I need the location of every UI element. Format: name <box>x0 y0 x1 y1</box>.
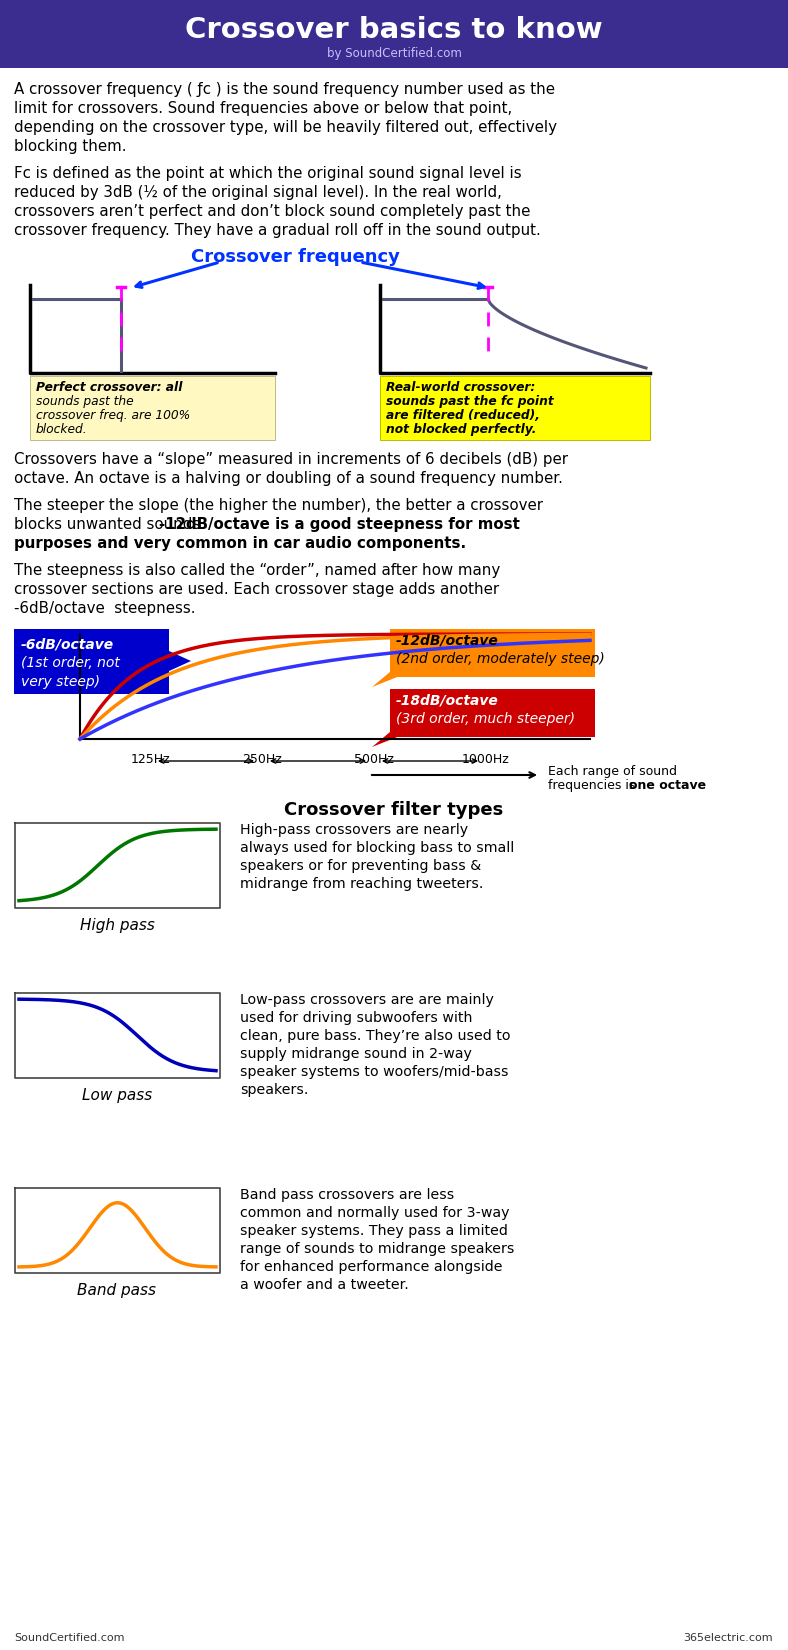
Bar <box>380 376 650 441</box>
Text: depending on the crossover type, will be heavily filtered out, effectively: depending on the crossover type, will be… <box>14 120 557 135</box>
Bar <box>390 629 595 676</box>
Text: a woofer and a tweeter.: a woofer and a tweeter. <box>240 1279 409 1292</box>
Text: (1st order, not: (1st order, not <box>21 657 120 670</box>
Text: limit for crossovers. Sound frequencies above or below that point,: limit for crossovers. Sound frequencies … <box>14 101 512 116</box>
Text: common and normally used for 3-way: common and normally used for 3-way <box>240 1206 510 1219</box>
Text: High pass: High pass <box>80 917 154 932</box>
Text: crossover sections are used. Each crossover stage adds another: crossover sections are used. Each crosso… <box>14 582 499 597</box>
Text: frequencies is: frequencies is <box>548 779 639 792</box>
Text: 500Hz: 500Hz <box>354 752 394 766</box>
Text: clean, pure bass. They’re also used to: clean, pure bass. They’re also used to <box>240 1030 511 1043</box>
Bar <box>14 629 169 695</box>
Text: Band pass: Band pass <box>77 1284 157 1299</box>
Text: octave. An octave is a halving or doubling of a sound frequency number.: octave. An octave is a halving or doubli… <box>14 470 563 487</box>
Text: (3rd order, much steeper): (3rd order, much steeper) <box>396 713 575 726</box>
Text: speakers or for preventing bass &: speakers or for preventing bass & <box>240 860 481 873</box>
Text: Crossover basics to know: Crossover basics to know <box>185 16 603 45</box>
Text: 125Hz: 125Hz <box>130 752 169 766</box>
Text: Crossover frequency: Crossover frequency <box>191 248 400 266</box>
Text: crossover frequency. They have a gradual roll off in the sound output.: crossover frequency. They have a gradual… <box>14 223 541 238</box>
Text: speaker systems to woofers/mid-bass: speaker systems to woofers/mid-bass <box>240 1064 508 1079</box>
Text: SoundCertified.com: SoundCertified.com <box>14 1634 125 1643</box>
Text: blocks unwanted sounds.: blocks unwanted sounds. <box>14 516 210 531</box>
Text: blocking them.: blocking them. <box>14 139 127 153</box>
Text: 250Hz: 250Hz <box>242 752 282 766</box>
Polygon shape <box>169 652 191 672</box>
Bar <box>0 0 788 68</box>
Text: Low-pass crossovers are are mainly: Low-pass crossovers are are mainly <box>240 993 494 1006</box>
Text: Low pass: Low pass <box>82 1087 152 1102</box>
Text: range of sounds to midrange speakers: range of sounds to midrange speakers <box>240 1242 515 1256</box>
Text: one octave: one octave <box>629 779 706 792</box>
Polygon shape <box>372 672 410 686</box>
Text: are filtered (reduced),: are filtered (reduced), <box>386 409 540 422</box>
Text: midrange from reaching tweeters.: midrange from reaching tweeters. <box>240 878 483 891</box>
Text: -12dB/octave is a good steepness for most: -12dB/octave is a good steepness for mos… <box>159 516 520 531</box>
Text: Band pass crossovers are less: Band pass crossovers are less <box>240 1188 454 1201</box>
Text: used for driving subwoofers with: used for driving subwoofers with <box>240 1011 473 1025</box>
Text: The steeper the slope (the higher the number), the better a crossover: The steeper the slope (the higher the nu… <box>14 498 543 513</box>
Text: Each range of sound: Each range of sound <box>548 766 677 779</box>
Text: purposes and very common in car audio components.: purposes and very common in car audio co… <box>14 536 466 551</box>
Text: sounds past the fc point: sounds past the fc point <box>386 394 554 408</box>
Text: High-pass crossovers are nearly: High-pass crossovers are nearly <box>240 823 468 837</box>
Text: blocked.: blocked. <box>36 422 87 436</box>
Text: by SoundCertified.com: by SoundCertified.com <box>326 48 462 61</box>
Text: -6dB/octave: -6dB/octave <box>21 637 114 652</box>
Text: -6dB/octave  steepness.: -6dB/octave steepness. <box>14 601 195 615</box>
Text: -18dB/octave: -18dB/octave <box>396 693 499 706</box>
Text: for enhanced performance alongside: for enhanced performance alongside <box>240 1261 503 1274</box>
Text: 365electric.com: 365electric.com <box>683 1634 773 1643</box>
Text: Real-world crossover:: Real-world crossover: <box>386 381 535 394</box>
Text: Crossovers have a “slope” measured in increments of 6 decibels (dB) per: Crossovers have a “slope” measured in in… <box>14 452 568 467</box>
Text: very steep): very steep) <box>21 675 100 690</box>
Text: Perfect crossover: all: Perfect crossover: all <box>36 381 183 394</box>
Text: The steepness is also called the “order”, named after how many: The steepness is also called the “order”… <box>14 563 500 578</box>
Text: supply midrange sound in 2-way: supply midrange sound in 2-way <box>240 1048 472 1061</box>
Text: -12dB/octave: -12dB/octave <box>396 634 499 647</box>
Text: 1000Hz: 1000Hz <box>462 752 510 766</box>
Text: A crossover frequency ( ƒc ) is the sound frequency number used as the: A crossover frequency ( ƒc ) is the soun… <box>14 82 555 97</box>
Text: speakers.: speakers. <box>240 1082 308 1097</box>
Text: Fc is defined as the point at which the original sound signal level is: Fc is defined as the point at which the … <box>14 167 522 182</box>
Text: not blocked perfectly.: not blocked perfectly. <box>386 422 537 436</box>
Polygon shape <box>372 733 410 747</box>
Text: sounds past the: sounds past the <box>36 394 134 408</box>
Text: crossovers aren’t perfect and don’t block sound completely past the: crossovers aren’t perfect and don’t bloc… <box>14 205 530 219</box>
Text: speaker systems. They pass a limited: speaker systems. They pass a limited <box>240 1224 508 1238</box>
Bar <box>30 376 275 441</box>
Text: Crossover filter types: Crossover filter types <box>284 800 504 818</box>
Text: always used for blocking bass to small: always used for blocking bass to small <box>240 842 515 855</box>
Bar <box>390 690 595 738</box>
Text: crossover freq. are 100%: crossover freq. are 100% <box>36 409 190 422</box>
Text: (2nd order, moderately steep): (2nd order, moderately steep) <box>396 652 604 667</box>
Text: reduced by 3dB (½ of the original signal level). In the real world,: reduced by 3dB (½ of the original signal… <box>14 185 502 200</box>
